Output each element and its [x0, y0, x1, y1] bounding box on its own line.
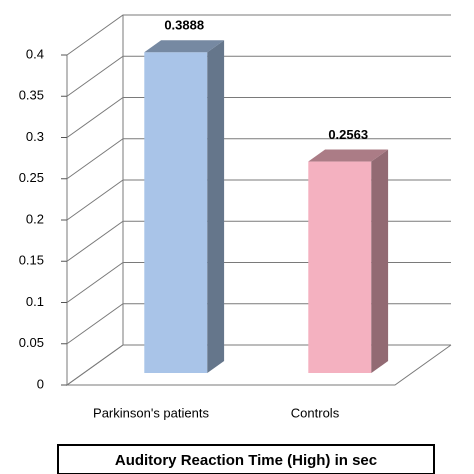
- y-tick-label: 0.35: [19, 88, 44, 103]
- title-box: [57, 444, 435, 474]
- y-tick-label: 0.3: [26, 129, 44, 144]
- grid-line: [66, 344, 451, 386]
- y-tick-label: 0.1: [26, 294, 44, 309]
- grid-line: [66, 220, 451, 262]
- grid-line: [66, 303, 451, 345]
- y-tick-label: 0.15: [19, 253, 44, 268]
- grid-line: [66, 138, 451, 180]
- value-label: 0.3888: [164, 18, 204, 33]
- grid-line: [66, 262, 451, 303]
- grid-line: [66, 179, 451, 221]
- y-tick-label: 0.2: [26, 211, 44, 226]
- grid-line: [66, 14, 451, 56]
- y-tick-label: 0.25: [19, 170, 44, 185]
- bar: [308, 161, 372, 373]
- bar-top: [144, 40, 225, 53]
- x-tick-label: Controls: [291, 405, 340, 420]
- grid-line: [66, 97, 451, 138]
- y-tick-label: 0: [37, 376, 44, 391]
- bar-side: [371, 149, 389, 373]
- bar-side: [207, 40, 225, 374]
- x-tick-label: Parkinson's patients: [93, 405, 209, 420]
- bar-top: [308, 149, 389, 162]
- y-tick-label: 0.05: [19, 335, 44, 350]
- bar: [144, 52, 208, 374]
- grid-line: [66, 55, 451, 97]
- chart-title: Auditory Reaction Time (High) in sec: [115, 452, 377, 469]
- y-tick-label: 0.4: [26, 46, 44, 61]
- value-label: 0.2563: [328, 127, 368, 142]
- floor: [67, 344, 452, 386]
